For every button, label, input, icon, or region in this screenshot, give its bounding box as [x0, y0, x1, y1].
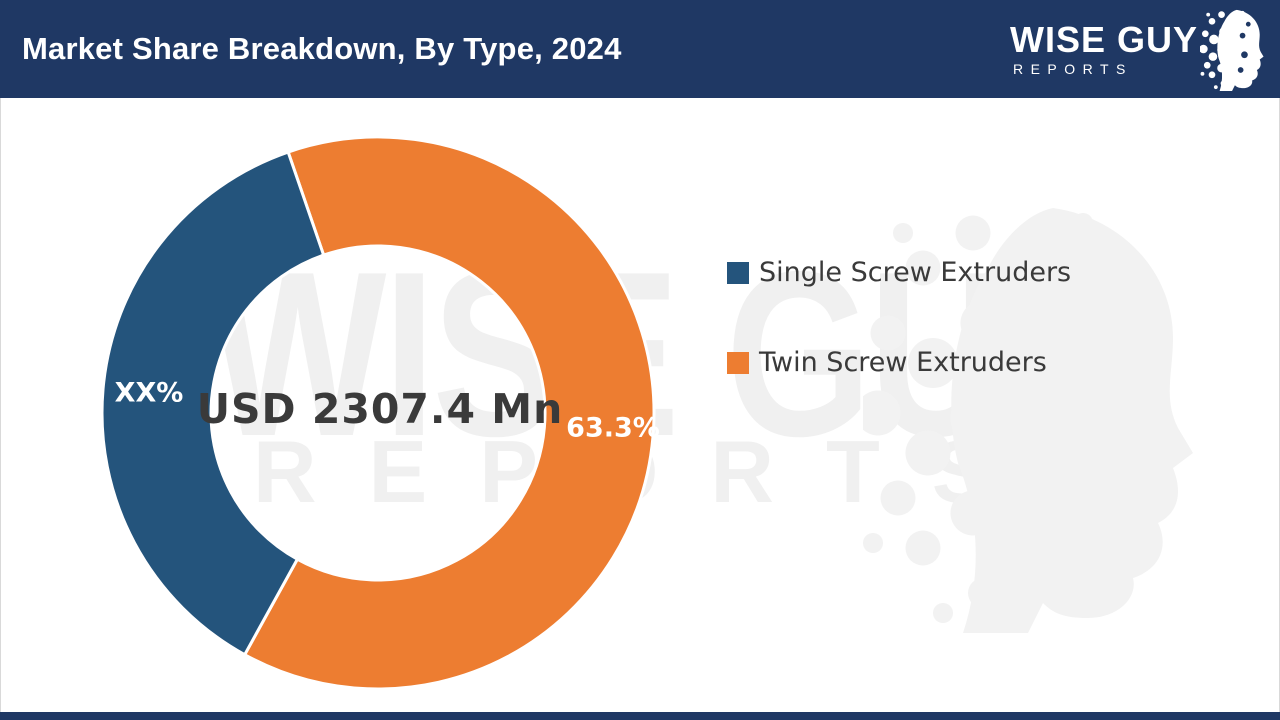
slice-label-single-screw: XX%: [114, 377, 184, 409]
logo-wordmark: WISE GUY: [1009, 19, 1198, 60]
wiseguy-face-icon: [1200, 9, 1264, 91]
legend-swatch-orange: [727, 351, 749, 374]
footer-bar: [0, 712, 1280, 720]
header-bar: Market Share Breakdown, By Type, 2024 WI…: [0, 0, 1280, 98]
legend-item-twin-screw: Twin Screw Extruders: [727, 347, 1047, 378]
page-title: Market Share Breakdown, By Type, 2024: [22, 31, 622, 66]
legend-swatch-blue: [727, 261, 749, 284]
wiseguy-logo: WISE GUY REPORTS: [1010, 7, 1266, 91]
slice-label-twin-screw: 63.3%: [566, 412, 660, 444]
slice-single-screw-extruders: [100, 150, 326, 657]
legend-item-single-screw: Single Screw Extruders: [727, 257, 1071, 288]
slice-twin-screw-extruders: [243, 135, 656, 691]
donut-center-value: USD 2307.4 Mn: [196, 385, 564, 433]
legend-label-twin-screw: Twin Screw Extruders: [759, 347, 1047, 378]
legend-label-single-screw: Single Screw Extruders: [759, 257, 1072, 288]
wiseguy-logo-text: WISE GUY REPORTS: [1009, 19, 1198, 77]
logo-subtitle: REPORTS: [1012, 61, 1133, 77]
